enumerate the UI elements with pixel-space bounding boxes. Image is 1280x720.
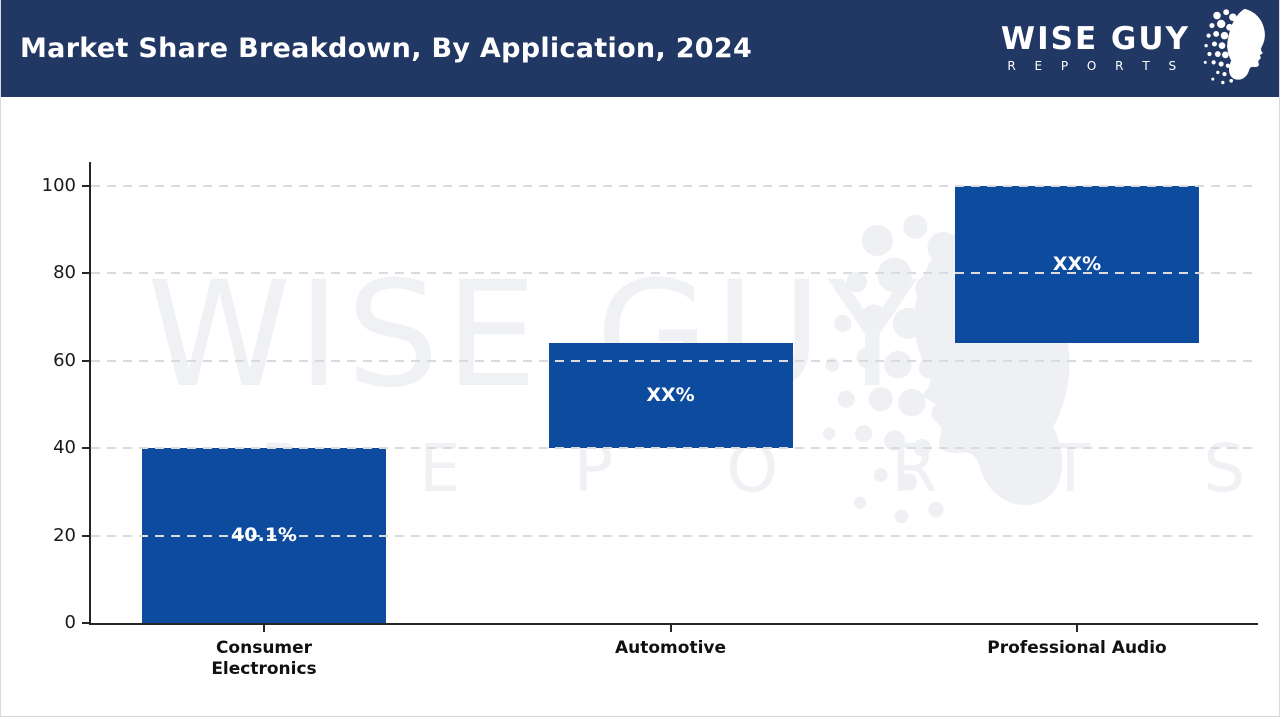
x-category-label-consumer-electronics: Consumer Electronics [211, 638, 317, 679]
y-tick-20 [82, 534, 90, 537]
wise-guy-logo: WISE GUY R E P O R T S [1001, 6, 1268, 92]
chart-title: Market Share Breakdown, By Application, … [20, 32, 753, 64]
bar-value-label-consumer-electronics: 40.1% [231, 524, 297, 547]
x-tick-automotive [669, 625, 672, 632]
y-tick-60 [82, 359, 90, 362]
y-tick-label-60: 60 [53, 349, 76, 371]
gridline-100 [91, 185, 1258, 187]
y-tick-0 [82, 622, 90, 624]
y-tick-80 [82, 272, 90, 275]
gridline-40 [91, 447, 1258, 450]
x-category-label-automotive: Automotive [614, 638, 727, 658]
y-tick-40 [82, 447, 90, 450]
bar-value-label-automotive: XX% [646, 384, 695, 407]
logo-wordmark: WISE GUY [1000, 21, 1190, 57]
y-tick-100 [82, 185, 90, 187]
gridline-80 [91, 272, 1258, 275]
x-category-label-professional-audio: Professional Audio [987, 638, 1167, 658]
y-tick-label-100: 100 [41, 175, 76, 196]
y-tick-label-40: 40 [53, 437, 76, 459]
logo-subtitle: R E P O R T S [1007, 59, 1184, 73]
gridline-60 [91, 359, 1258, 362]
x-tick-professional-audio [1076, 625, 1078, 632]
x-tick-consumer-electronics [263, 625, 265, 632]
y-tick-label-80: 80 [53, 262, 76, 284]
header-bar: Market Share Breakdown, By Application, … [0, 0, 1280, 97]
bar-value-label-professional-audio: XX% [1052, 253, 1102, 276]
gridline-20 [91, 534, 1258, 537]
logo-text: WISE GUY R E P O R T S [1000, 21, 1190, 74]
y-axis-line [89, 162, 91, 625]
dotted-head-logo-icon [1203, 8, 1265, 84]
x-axis-line [89, 623, 1258, 625]
y-tick-label-0: 0 [64, 612, 76, 633]
y-tick-label-20: 20 [53, 524, 76, 546]
